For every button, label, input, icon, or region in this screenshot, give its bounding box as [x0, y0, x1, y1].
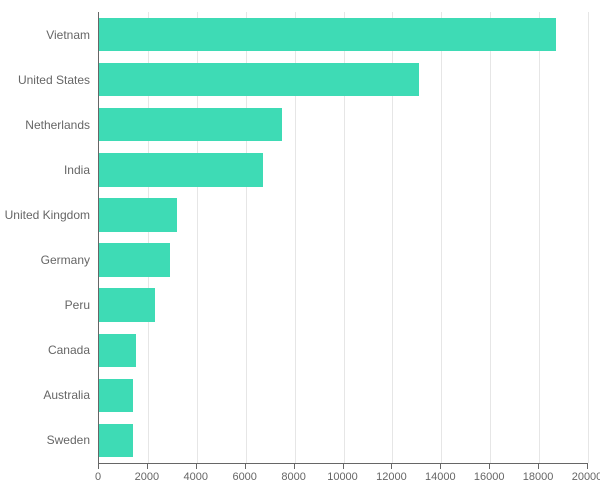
y-axis-label: Vietnam	[0, 28, 90, 42]
bar	[99, 63, 419, 96]
x-tick	[196, 464, 197, 469]
y-axis-label: Netherlands	[0, 118, 90, 132]
plot-area	[98, 12, 588, 464]
x-tick	[489, 464, 490, 469]
x-tick	[587, 464, 588, 469]
y-axis-label: Sweden	[0, 433, 90, 447]
bar	[99, 153, 263, 186]
gridline	[490, 12, 491, 463]
y-axis-label: Canada	[0, 343, 90, 357]
bar	[99, 379, 133, 412]
x-tick	[538, 464, 539, 469]
gridline	[441, 12, 442, 463]
x-tick	[294, 464, 295, 469]
x-tick	[147, 464, 148, 469]
x-tick	[98, 464, 99, 469]
x-axis-label: 18000	[523, 471, 554, 483]
x-axis-label: 10000	[327, 471, 358, 483]
x-axis-label: 16000	[474, 471, 505, 483]
x-axis-label: 20000	[572, 471, 600, 483]
x-tick	[440, 464, 441, 469]
chart-container: 0 2000 4000 6000 8000 10000 12000 14000 16000 180…	[0, 0, 600, 500]
bar	[99, 424, 133, 457]
x-axis-label: 6000	[232, 471, 256, 483]
y-axis-label: India	[0, 163, 90, 177]
y-axis-label: Germany	[0, 253, 90, 267]
y-axis-label: United States	[0, 73, 90, 87]
x-axis-label: 0	[95, 471, 101, 483]
y-axis-label: United Kingdom	[0, 208, 90, 222]
x-tick	[343, 464, 344, 469]
gridline	[588, 12, 589, 463]
x-axis-label: 14000	[425, 471, 456, 483]
x-axis-label: 8000	[281, 471, 305, 483]
x-axis-label: 4000	[184, 471, 208, 483]
gridline	[539, 12, 540, 463]
bar	[99, 334, 136, 367]
bar	[99, 108, 282, 141]
y-axis-label: Australia	[0, 388, 90, 402]
bar	[99, 243, 170, 276]
y-axis-label: Peru	[0, 298, 90, 312]
x-axis-label: 2000	[135, 471, 159, 483]
bar	[99, 18, 556, 51]
bar	[99, 198, 177, 231]
x-tick	[245, 464, 246, 469]
bar	[99, 288, 155, 321]
x-axis-label: 12000	[376, 471, 407, 483]
x-tick	[391, 464, 392, 469]
